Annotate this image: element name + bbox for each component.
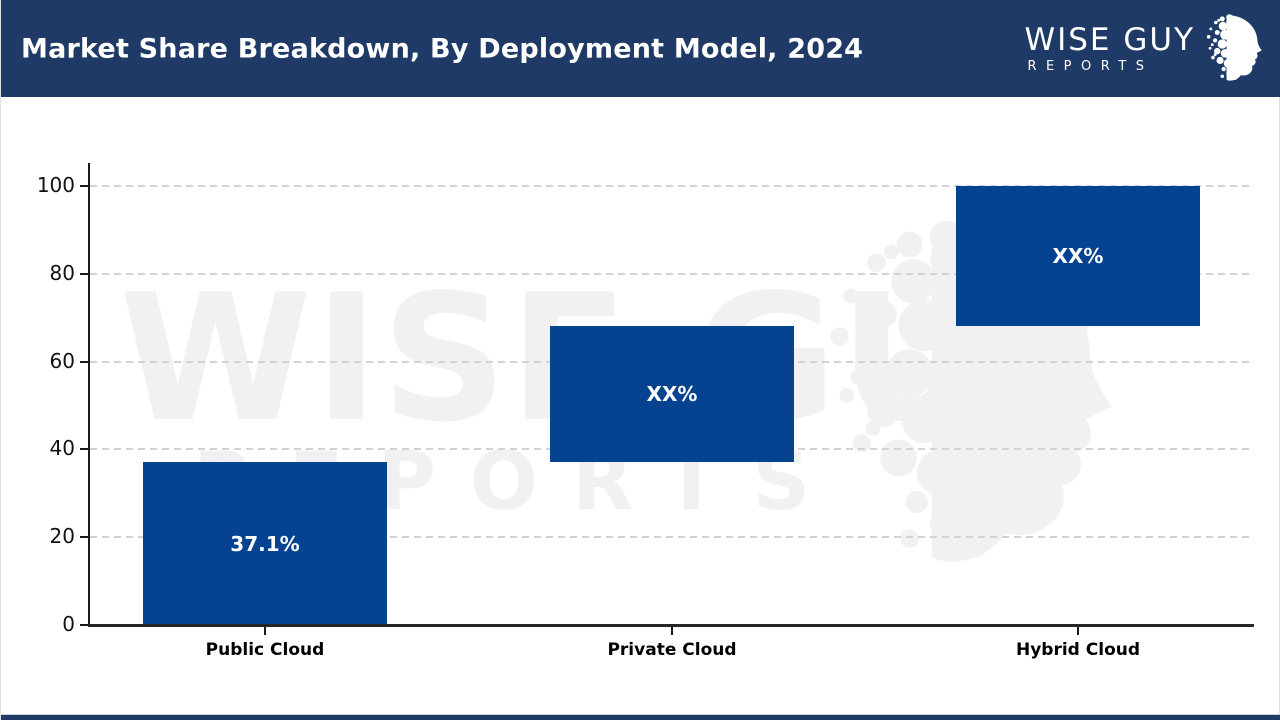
logo-text: WISE GUY REPORTS <box>1024 24 1195 74</box>
y-tick-100 <box>80 185 88 187</box>
gridline-80 <box>90 272 1254 275</box>
x-tick-public-cloud <box>264 627 266 635</box>
bar-value-label: XX% <box>646 382 698 407</box>
wiseguy-logo: WISE GUY REPORTS <box>1024 6 1271 92</box>
wiseguy-head-icon <box>1185 7 1271 91</box>
x-axis-line <box>88 624 1254 627</box>
y-tick-label: 0 <box>62 612 75 636</box>
y-tick-0 <box>80 624 88 626</box>
y-tick-60 <box>80 360 88 363</box>
x-tick-hybrid-cloud <box>1077 627 1079 635</box>
y-tick-label: 100 <box>36 173 75 197</box>
y-tick-20 <box>80 536 88 539</box>
page-title: Market Share Breakdown, By Deployment Mo… <box>21 33 864 64</box>
y-tick-40 <box>80 448 88 451</box>
x-tick-label-private-cloud: Private Cloud <box>607 640 737 660</box>
gridline-100 <box>90 185 1254 187</box>
gridline-20 <box>90 536 1254 539</box>
footer-accent-bar <box>1 715 1280 720</box>
bar-hybrid-cloud: XX% <box>956 186 1200 327</box>
logo-reports-label: REPORTS <box>1027 58 1154 74</box>
y-tick-80 <box>80 272 88 275</box>
bar-value-label: 37.1% <box>230 531 300 556</box>
footer-divider <box>1 714 1280 715</box>
x-tick-label-public-cloud: Public Cloud <box>205 640 325 660</box>
y-tick-label: 40 <box>49 436 75 461</box>
y-axis-line <box>88 163 90 626</box>
x-tick-label-hybrid-cloud: Hybrid Cloud <box>1015 640 1141 660</box>
bar-public-cloud: 37.1% <box>143 462 387 625</box>
y-tick-label: 80 <box>49 260 75 285</box>
header-banner: Market Share Breakdown, By Deployment Mo… <box>1 0 1280 97</box>
x-tick-private-cloud <box>671 627 673 635</box>
y-tick-label: 20 <box>49 524 75 549</box>
logo-wiseguy-label: WISE GUY <box>1024 22 1195 59</box>
bar-value-label: XX% <box>1052 244 1104 269</box>
bar-private-cloud: XX% <box>550 326 794 463</box>
y-tick-label: 60 <box>49 348 75 373</box>
